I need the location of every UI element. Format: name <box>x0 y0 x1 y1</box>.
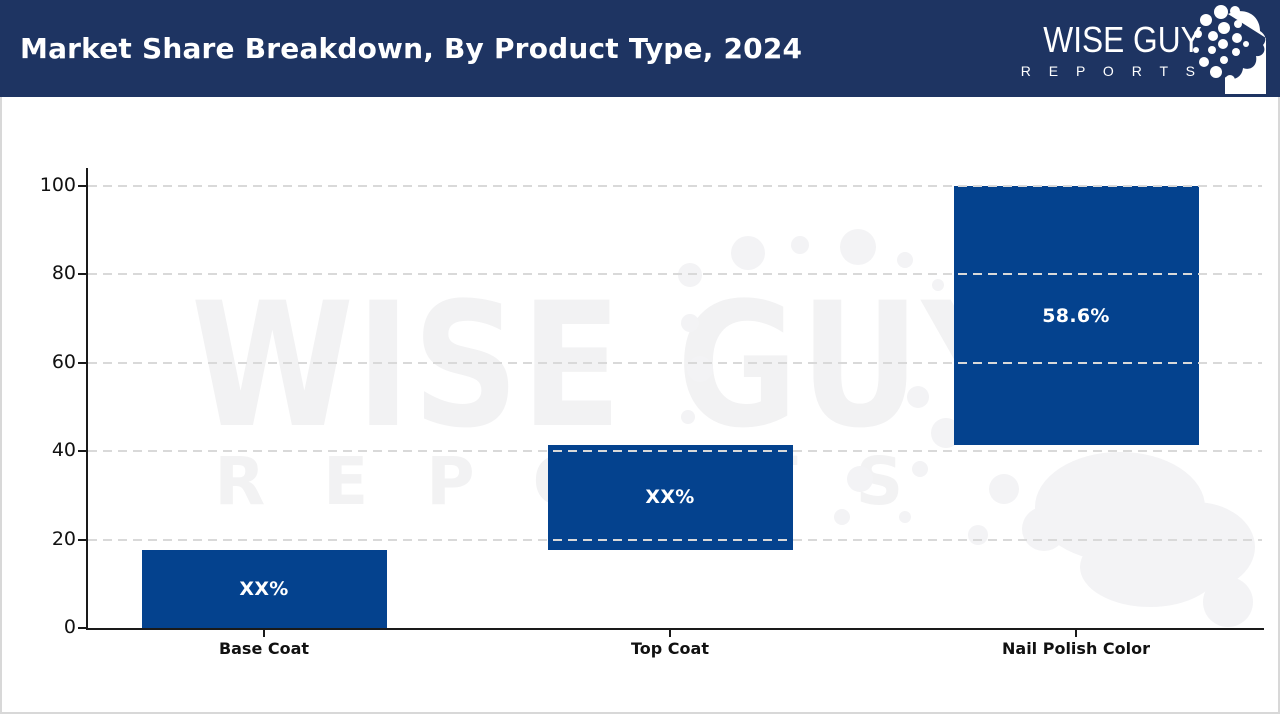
x-tick-mark-base-coat <box>263 630 265 637</box>
y-tick-mark-60 <box>78 361 86 364</box>
wiseguy-face-icon <box>1193 4 1266 94</box>
bar-value-label: XX% <box>645 486 695 509</box>
bar-base-coat: XX% <box>141 549 387 628</box>
y-axis-line <box>86 168 88 630</box>
x-category-label-top-coat: Top Coat <box>631 639 709 658</box>
watermark-dots-graphic <box>678 229 1255 627</box>
y-tick-label: 80 <box>51 262 76 285</box>
gridline-100 <box>88 185 1262 187</box>
y-tick-mark-40 <box>78 450 86 453</box>
gridline-60 <box>88 361 1262 364</box>
header-bar: Market Share Breakdown, By Product Type,… <box>0 0 1280 97</box>
y-tick-label: 0 <box>63 616 76 638</box>
gridline-40 <box>88 450 1262 453</box>
page-title: Market Share Breakdown, By Product Type,… <box>20 32 803 65</box>
bar-nail-polish-color: 58.6% <box>953 186 1199 445</box>
bar-top-coat: XX% <box>547 445 793 550</box>
logo-wordmark: WISE GUY <box>1043 18 1202 60</box>
wiseguy-logo: WISE GUY R E P O R T S <box>1021 4 1280 94</box>
x-axis-line <box>86 628 1264 630</box>
gridline-80 <box>88 273 1262 276</box>
y-tick-label: 100 <box>39 174 76 196</box>
x-tick-mark-top-coat <box>669 630 671 637</box>
y-tick-label: 20 <box>51 527 76 550</box>
x-category-label-nail-polish-color: Nail Polish Color <box>1002 639 1150 658</box>
x-tick-mark-nail-polish-color <box>1075 630 1077 637</box>
y-tick-label: 40 <box>51 439 76 462</box>
y-tick-label: 60 <box>51 350 76 373</box>
watermark-wordmark: WISE GUY <box>190 265 1031 466</box>
bar-value-label: 58.6% <box>1042 304 1110 327</box>
y-tick-mark-20 <box>78 538 86 541</box>
logo-tagline: R E P O R T S <box>1020 62 1202 79</box>
y-tick-mark-80 <box>78 273 86 276</box>
bar-value-label: XX% <box>239 577 289 600</box>
logo-text-block: WISE GUY R E P O R T S <box>1021 19 1202 79</box>
gridline-20 <box>88 538 1262 541</box>
y-tick-mark-100 <box>78 185 86 187</box>
y-tick-mark-0 <box>78 627 86 629</box>
x-category-label-base-coat: Base Coat <box>218 639 310 658</box>
